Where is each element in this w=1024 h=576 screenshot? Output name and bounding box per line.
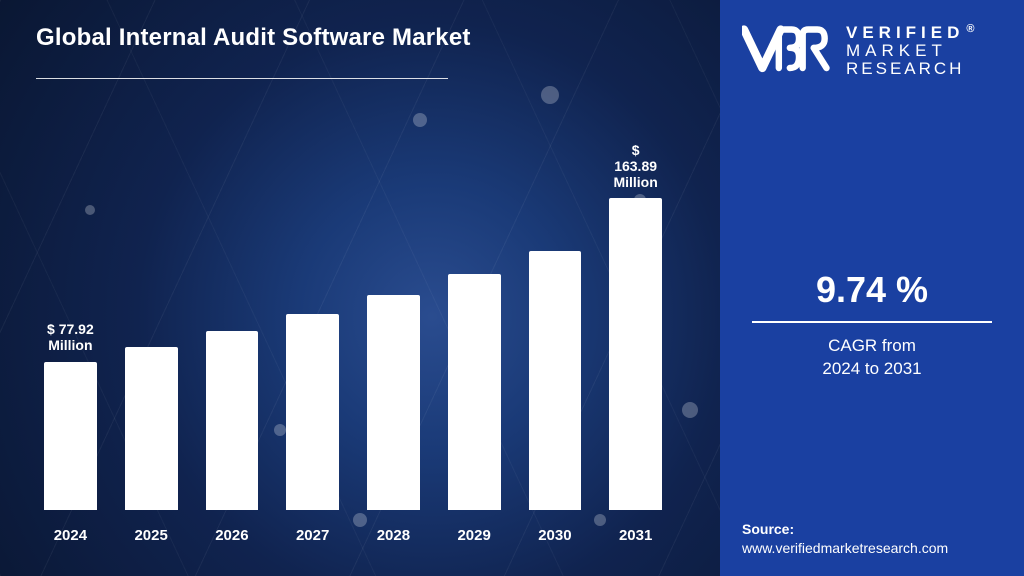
title-underline [36,78,448,79]
bar-col [206,129,259,510]
cagr-underline [752,321,991,323]
bar [529,251,582,510]
x-category: 2025 [125,527,178,544]
source-citation: Source: www.verifiedmarketresearch.com [742,520,948,558]
bar-col [286,129,339,510]
cagr-block: 9.74 % CAGR from 2024 to 2031 [742,269,1002,381]
bar-value-label: $ 77.92 Million [47,321,94,353]
bar [206,331,259,510]
bar-col: $ 163.89 Million [609,129,662,510]
bar-col [125,129,178,510]
bar-col [529,129,582,510]
cagr-caption-line2: 2024 to 2031 [822,359,921,378]
chart-title: Global Internal Audit Software Market [36,24,690,52]
side-panel: VERIFIED® MARKET RESEARCH 9.74 % CAGR fr… [720,0,1024,576]
cagr-value: 9.74 % [742,269,1002,311]
bar-value-label: $ 163.89 Million [609,142,662,190]
bar-chart: $ 77.92 Million $ 163.89 Million [36,129,670,510]
x-category: 2026 [206,527,259,544]
bar [367,295,420,510]
bar [609,198,662,510]
bar [125,347,178,510]
infographic-root: Global Internal Audit Software Market $ … [0,0,1024,576]
source-label: Source: [742,520,948,539]
cagr-caption-line1: CAGR from [828,336,916,355]
x-axis: 2024 2025 2026 2027 2028 2029 2030 2031 [36,527,670,544]
x-category: 2030 [529,527,582,544]
registered-icon: ® [966,23,979,35]
x-category: 2024 [44,527,97,544]
x-category: 2029 [448,527,501,544]
logo-line3: RESEARCH [846,60,980,78]
bar-col: $ 77.92 Million [44,129,97,510]
cagr-caption: CAGR from 2024 to 2031 [742,335,1002,381]
logo-line1: VERIFIED [846,23,964,42]
bar [44,362,97,510]
logo-line2: MARKET [846,42,980,60]
bar-col [448,129,501,510]
chart-region: $ 77.92 Million $ 163.89 Million 2024 2025… [36,89,690,558]
x-category: 2031 [609,527,662,544]
chart-panel: Global Internal Audit Software Market $ … [0,0,720,576]
brand-logo-text: VERIFIED® MARKET RESEARCH [846,24,980,78]
source-url: www.verifiedmarketresearch.com [742,539,948,558]
bar-col [367,129,420,510]
bar [286,314,339,510]
x-category: 2027 [286,527,339,544]
x-category: 2028 [367,527,420,544]
bar [448,274,501,510]
vmr-logo-icon [742,24,834,79]
brand-logo: VERIFIED® MARKET RESEARCH [742,24,1002,79]
